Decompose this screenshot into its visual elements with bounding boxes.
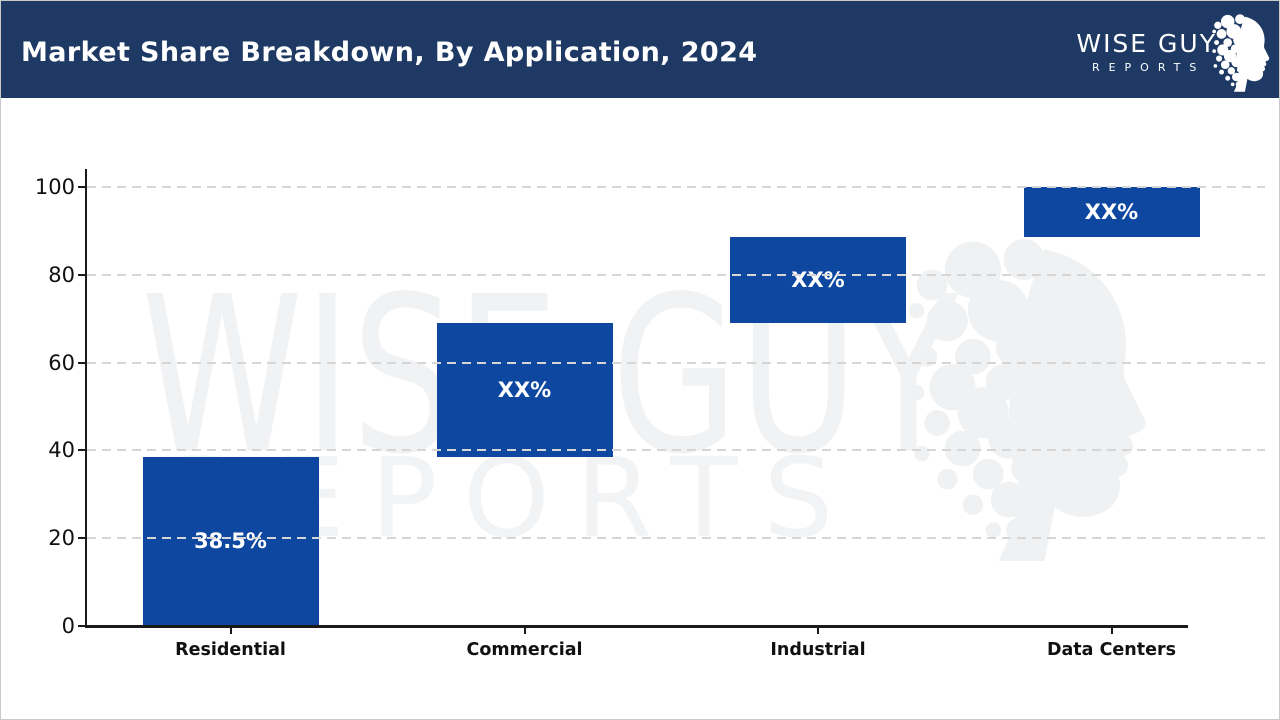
y-tick-mark-0 — [78, 625, 86, 627]
x-category-label-residential: Residential — [175, 640, 286, 660]
bar-commercial: XX% — [436, 323, 613, 457]
brand-logo: WISE GUY REPORTS — [1076, 13, 1271, 93]
y-tick-label-40: 40 — [48, 438, 75, 463]
x-tick-mark-data-centers — [1110, 626, 1113, 634]
y-tick-mark-60 — [78, 361, 86, 364]
bar-data-centers: XX% — [1023, 187, 1200, 238]
bar-value-label-residential: 38.5% — [194, 529, 267, 554]
gridline-60 — [87, 361, 1265, 364]
x-category-label-commercial: Commercial — [466, 640, 583, 660]
logo-wordmark-line1: WISE GUY — [1076, 29, 1217, 59]
page-title: Market Share Breakdown, By Application, … — [21, 37, 758, 68]
dotted-face-profile-icon — [1209, 13, 1271, 93]
y-tick-mark-40 — [78, 449, 86, 452]
y-tick-mark-80 — [78, 273, 86, 276]
bar-residential: 38.5% — [142, 456, 319, 626]
x-tick-mark-industrial — [817, 626, 819, 634]
bar-industrial: XX% — [730, 237, 906, 324]
gridline-40 — [87, 449, 1265, 452]
gridline-80 — [87, 273, 1265, 276]
gridline-100 — [87, 186, 1265, 188]
y-tick-mark-20 — [78, 537, 86, 540]
y-tick-label-100: 100 — [34, 175, 75, 199]
x-tick-mark-residential — [229, 626, 232, 634]
bar-value-label-commercial: XX% — [497, 378, 552, 403]
y-tick-mark-100 — [78, 186, 86, 188]
bar-value-label-data-centers: XX% — [1084, 200, 1139, 225]
gridline-20 — [87, 537, 1265, 540]
x-tick-mark-commercial — [523, 626, 526, 634]
y-tick-label-20: 20 — [48, 526, 75, 551]
logo-wordmark: WISE GUY REPORTS — [1076, 29, 1217, 74]
y-tick-label-80: 80 — [48, 262, 75, 287]
x-axis-line — [85, 625, 1188, 628]
x-category-label-industrial: Industrial — [770, 640, 866, 660]
logo-wordmark-line2: REPORTS — [1091, 60, 1206, 74]
y-tick-label-60: 60 — [48, 350, 75, 375]
y-axis-line — [85, 169, 87, 628]
header-bar: Market Share Breakdown, By Application, … — [1, 1, 1279, 98]
y-tick-label-0: 0 — [61, 614, 75, 638]
x-category-label-data-centers: Data Centers — [1046, 640, 1177, 660]
bar-value-label-industrial: XX% — [791, 268, 845, 293]
